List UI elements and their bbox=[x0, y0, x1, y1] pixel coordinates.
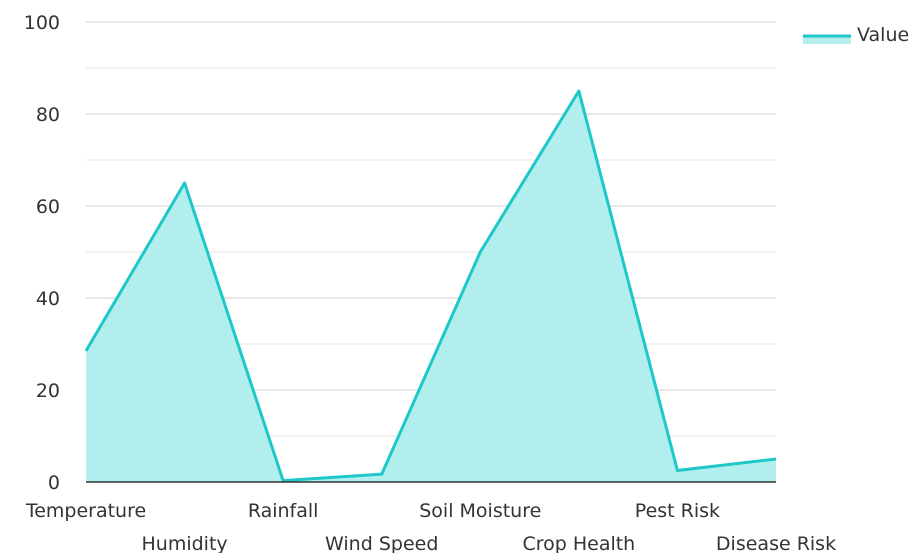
x-tick-label: Crop Health bbox=[522, 533, 635, 553]
x-tick-label: Wind Speed bbox=[325, 533, 438, 553]
x-tick-label: Temperature bbox=[25, 500, 146, 522]
series-area-fill bbox=[86, 91, 776, 482]
y-tick-label: 40 bbox=[36, 288, 60, 310]
y-tick-label: 80 bbox=[36, 104, 60, 126]
y-tick-label: 0 bbox=[48, 472, 60, 494]
series-line bbox=[84, 89, 777, 483]
x-tick-label: Rainfall bbox=[248, 500, 319, 522]
x-tick-label: Humidity bbox=[141, 533, 227, 553]
y-tick-label: 100 bbox=[24, 12, 60, 34]
x-axis-ticks: Temperature Humidity Rainfall Wind Speed Soi… bbox=[25, 500, 836, 553]
x-tick-label: Pest Risk bbox=[635, 500, 720, 522]
x-tick-label: Disease Risk bbox=[716, 533, 836, 553]
legend-swatch bbox=[803, 36, 851, 44]
y-tick-label: 20 bbox=[36, 380, 60, 402]
y-axis-ticks: 0 20 40 60 80 100 bbox=[24, 12, 60, 494]
x-tick-label: Soil Moisture bbox=[419, 500, 541, 522]
y-tick-label: 60 bbox=[36, 196, 60, 218]
legend[interactable]: Value bbox=[803, 24, 909, 46]
legend-label-value: Value bbox=[857, 24, 909, 46]
